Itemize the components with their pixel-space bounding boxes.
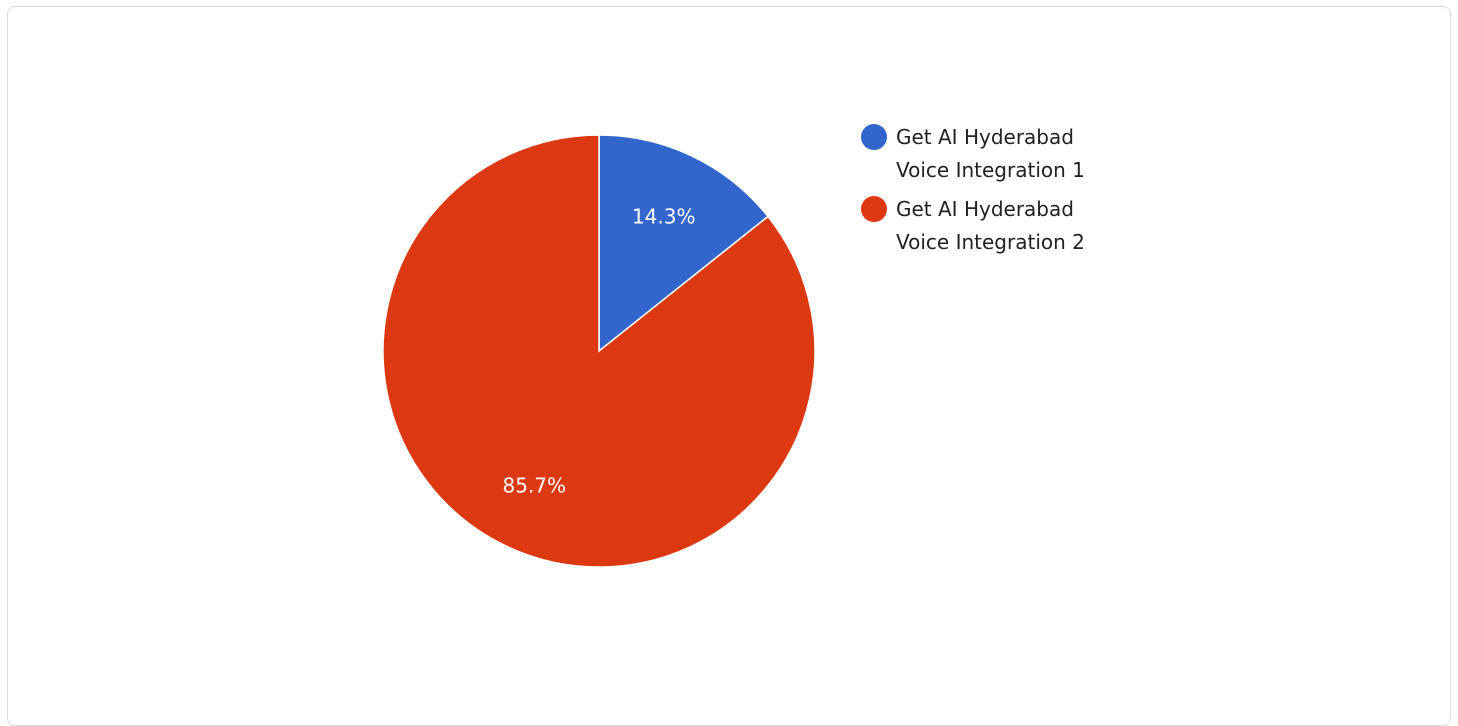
legend-label-2: Get AI Hyderabad Voice Integration 2 [896,197,1085,254]
pie-chart: 14.3% 85.7% [382,134,816,568]
pie-slice-labels: 14.3% 85.7% [503,205,696,498]
legend-swatch-1 [861,124,887,150]
pie-slices [382,134,816,568]
legend-label-1: Get AI Hyderabad Voice Integration 1 [896,125,1085,182]
pie-slice-1[interactable] [598,134,770,353]
pie-slice-label-2: 85.7% [503,473,567,497]
legend-swatch-2 [861,196,887,222]
chart-card: 14.3% 85.7% Get AI Hyderabad Voice Integr… [7,6,1451,726]
pie-slice-label-1: 14.3% [632,205,696,229]
chart-legend: Get AI Hyderabad Voice Integration 1 Get … [860,121,1120,265]
legend-item-2[interactable]: Get AI Hyderabad Voice Integration 2 [860,193,1120,259]
legend-item-1[interactable]: Get AI Hyderabad Voice Integration 1 [860,121,1120,187]
pie-slice-2[interactable] [382,134,816,568]
